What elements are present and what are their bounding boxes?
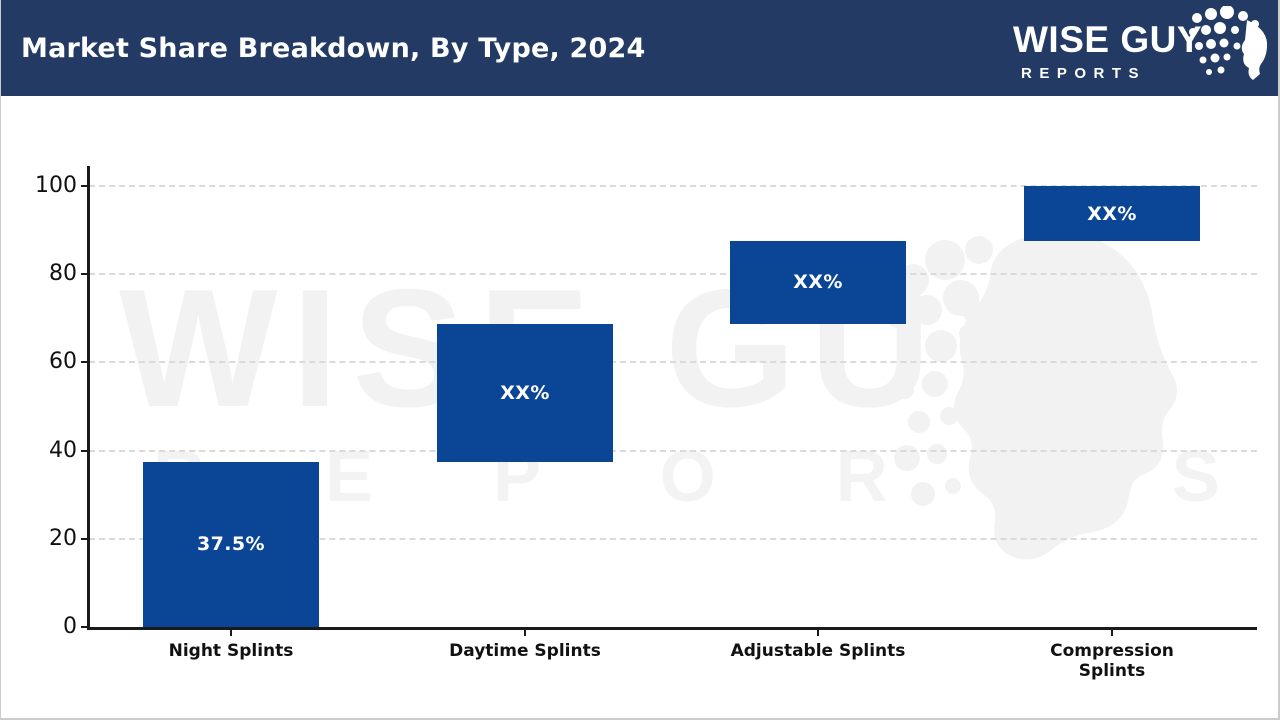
y-axis-tick-label: 20 <box>49 525 77 551</box>
x-axis-tick <box>817 628 819 636</box>
bar-adjustable-splints[interactable]: XX% <box>730 241 906 324</box>
gridline-100 <box>89 185 1257 187</box>
bar-value-label: XX% <box>1087 202 1137 225</box>
y-axis-tick-label: 80 <box>49 261 77 287</box>
y-axis-tick <box>81 626 89 628</box>
header-band: Market Share Breakdown, By Type, 2024 WI… <box>1 0 1278 96</box>
x-axis-tick <box>1111 628 1113 636</box>
bar-compression-splints[interactable]: XX% <box>1024 186 1200 242</box>
y-axis-tick-label: 0 <box>63 614 77 639</box>
page-title: Market Share Breakdown, By Type, 2024 <box>21 32 646 64</box>
y-axis-tick <box>81 361 89 364</box>
x-axis-category-label: Compression Splints <box>1050 641 1174 682</box>
logo-dots-head-icon <box>1189 6 1268 80</box>
y-axis-tick <box>81 449 89 452</box>
x-axis-category-label: Adjustable Splints <box>730 641 906 661</box>
x-axis-line <box>87 627 1257 630</box>
gridline-20 <box>89 537 1257 540</box>
watermark-head-icon <box>887 232 1177 560</box>
y-axis-tick <box>81 185 89 187</box>
x-axis-tick <box>524 628 526 636</box>
gridline-80 <box>89 273 1257 276</box>
x-axis-category-label: Daytime Splints <box>449 641 601 661</box>
y-axis-tick-label: 60 <box>49 349 77 375</box>
x-axis-tick <box>230 628 232 636</box>
gridline-60 <box>89 361 1257 364</box>
bar-value-label: XX% <box>500 381 550 404</box>
y-axis-tick <box>81 273 89 276</box>
x-axis-category-label: Night Splints <box>168 641 294 661</box>
bar-daytime-splints[interactable]: XX% <box>437 323 613 462</box>
bar-value-label: XX% <box>793 271 843 294</box>
gridline-40 <box>89 449 1257 452</box>
y-axis-tick <box>81 537 89 540</box>
logo-text-line1: WISE GUY <box>1013 19 1202 60</box>
logo-text-line2: REPORTS <box>1021 65 1146 82</box>
y-axis-tick-label: 40 <box>49 437 77 463</box>
bar-night-splints[interactable]: 37.5% <box>143 461 319 627</box>
y-axis-tick-label: 100 <box>35 173 77 198</box>
bar-value-label: 37.5% <box>197 533 265 556</box>
wise-guy-logo: WISE GUY REPORTS <box>1013 6 1268 82</box>
y-axis-line <box>87 166 90 629</box>
